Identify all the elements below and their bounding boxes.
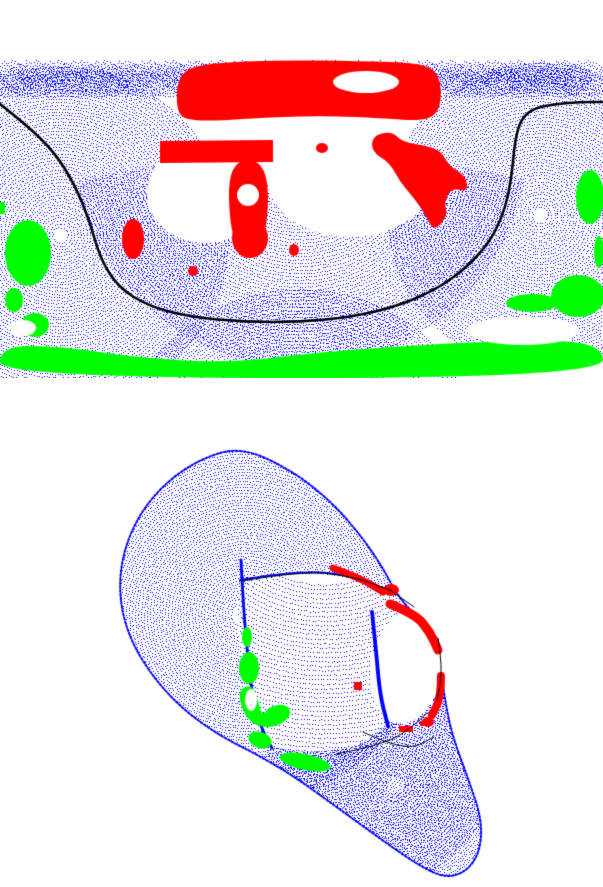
surface-3d-view-panel — [0, 430, 603, 887]
flattened-surface-map-panel — [0, 58, 603, 378]
